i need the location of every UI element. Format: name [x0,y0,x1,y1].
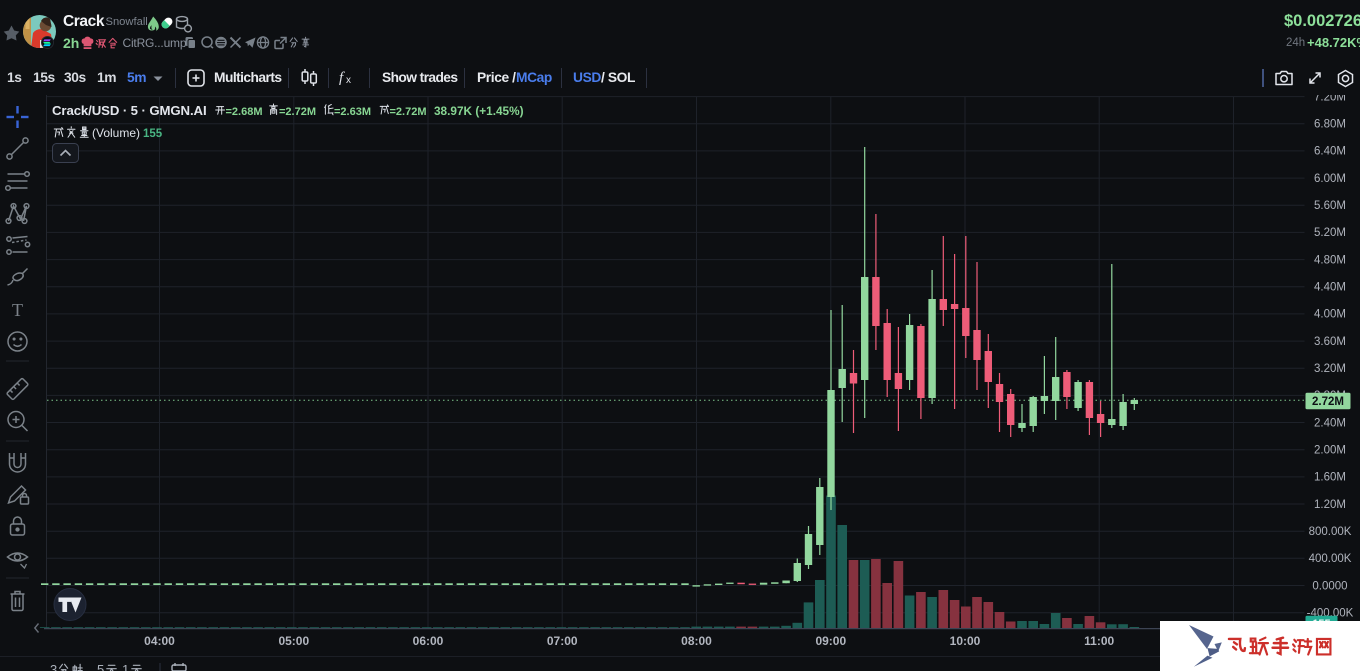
svg-text:400.00K: 400.00K [1309,553,1352,565]
svg-text:5: 5 [97,663,104,671]
svg-text:=2.72M: =2.72M [279,106,316,118]
svg-text:=2.63M: =2.63M [334,106,371,118]
svg-text:=2.72M: =2.72M [390,106,427,118]
svg-text:6.00M: 6.00M [1314,173,1346,185]
svg-text:06:00: 06:00 [413,634,444,648]
svg-text:10:00: 10:00 [950,634,981,648]
svg-text:800.00K: 800.00K [1309,526,1352,538]
svg-text:2.00M: 2.00M [1314,445,1346,457]
svg-text:4.80M: 4.80M [1314,254,1346,266]
svg-text:5.60M: 5.60M [1314,200,1346,212]
svg-text:3.60M: 3.60M [1314,336,1346,348]
svg-text:04:00: 04:00 [144,634,175,648]
svg-text:6.80M: 6.80M [1314,119,1346,131]
svg-text:4.40M: 4.40M [1314,282,1346,294]
svg-text:07:00: 07:00 [547,634,578,648]
svg-text:5.20M: 5.20M [1314,227,1346,239]
svg-text:155: 155 [143,128,163,140]
svg-text:2.72M: 2.72M [1312,396,1344,408]
svg-text:Crack/USD · 5 · GMGN.AI: Crack/USD · 5 · GMGN.AI [52,103,207,118]
svg-text:38.97K (+1.45%): 38.97K (+1.45%) [434,104,524,118]
svg-text:1.20M: 1.20M [1314,499,1346,511]
svg-text:6.40M: 6.40M [1314,146,1346,158]
svg-text:09:00: 09:00 [815,634,846,648]
svg-text:3.20M: 3.20M [1314,363,1346,375]
svg-text:1.60M: 1.60M [1314,472,1346,484]
svg-text:4.00M: 4.00M [1314,309,1346,321]
svg-text:7.20M: 7.20M [1314,95,1346,103]
svg-text:T: T [12,300,23,320]
svg-text:05:00: 05:00 [278,634,309,648]
svg-text:=2.68M: =2.68M [226,106,263,118]
svg-text:(Volume): (Volume) [92,126,140,140]
svg-text:1: 1 [122,663,129,671]
svg-text:11:00: 11:00 [1084,634,1114,648]
svg-text:08:00: 08:00 [681,634,712,648]
svg-text:2.40M: 2.40M [1314,417,1346,429]
svg-text:3: 3 [50,663,57,671]
svg-text:0.0000: 0.0000 [1312,580,1347,592]
